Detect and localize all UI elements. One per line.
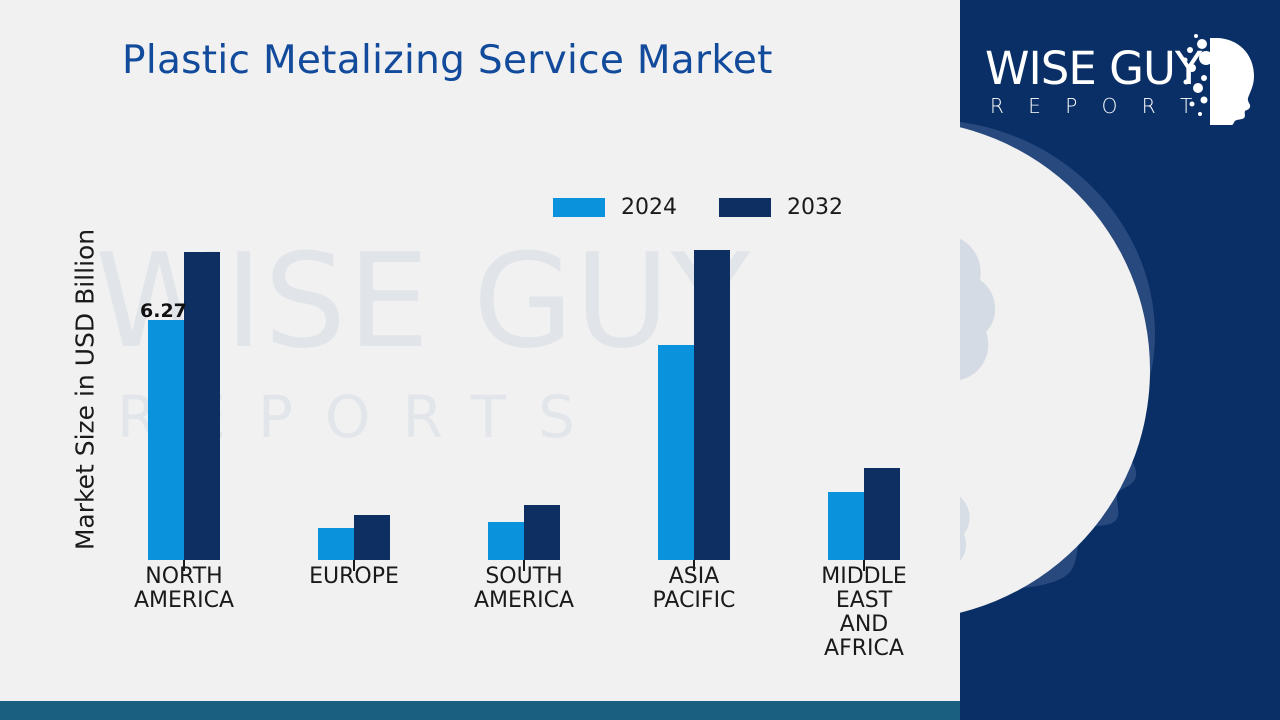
axis-tick <box>183 560 185 571</box>
category-label-line: AMERICA <box>473 588 575 613</box>
axis-tick <box>693 560 695 571</box>
category-label: MIDDLE EAST AND AFRICA <box>774 565 954 661</box>
legend-swatch-2024 <box>553 198 605 217</box>
category-label-line: AMERICA <box>133 588 235 613</box>
plot-area: NORTH AMERICA 6.27 EUROPE SOUTH AMERICA ASIA PA… <box>94 250 954 661</box>
axis-tick <box>523 560 525 571</box>
bar-group <box>658 250 730 560</box>
category-label-line: ASIA <box>668 564 720 589</box>
bar-group <box>828 468 900 560</box>
logo-wordmark-secondary: R E P O R T S <box>990 94 1239 118</box>
bar-2032[interactable] <box>864 468 900 560</box>
bar-2032[interactable] <box>694 250 730 560</box>
axis-tick <box>353 560 355 571</box>
category-label-line: NORTH <box>145 564 223 589</box>
category-label-line: EAST <box>835 588 893 613</box>
page-title: Plastic Metalizing Service Market <box>122 38 773 83</box>
logo-wordmark-primary: WISE GUY <box>985 42 1202 95</box>
bar-2024[interactable] <box>148 320 184 560</box>
bar-group <box>318 515 390 560</box>
category-label-line: EUROPE <box>309 564 399 589</box>
chart-legend: 2024 2032 <box>553 195 843 220</box>
bar-2024[interactable] <box>488 522 524 560</box>
bar-group <box>488 505 560 560</box>
footer-accent-strip <box>0 701 960 720</box>
category-label: NORTH AMERICA <box>94 565 274 613</box>
legend-swatch-2032 <box>719 198 771 217</box>
category-label-line: AND <box>839 612 889 637</box>
bar-2024[interactable] <box>828 492 864 560</box>
legend-item-2032: 2032 <box>719 195 843 220</box>
brand-logo: WISE GUY R E P O R T S <box>985 34 1260 126</box>
bar-group <box>148 252 220 560</box>
bar-2024[interactable] <box>658 345 694 560</box>
legend-label-2024: 2024 <box>621 195 677 220</box>
category-label: SOUTH AMERICA <box>434 565 614 613</box>
dot-network-brain-graphic <box>960 238 996 562</box>
legend-item-2024: 2024 <box>553 195 677 220</box>
category-label-line: MIDDLE <box>821 564 907 589</box>
category-label-line: AFRICA <box>824 636 904 661</box>
bar-2024[interactable] <box>318 528 354 560</box>
legend-label-2032: 2032 <box>787 195 843 220</box>
bar-2032[interactable] <box>184 252 220 560</box>
logo-head-profile-icon <box>1182 34 1254 125</box>
category-label: EUROPE <box>264 565 444 589</box>
category-label-line: SOUTH <box>485 564 563 589</box>
bar-2032[interactable] <box>354 515 390 560</box>
axis-tick <box>863 560 865 571</box>
category-label-line: PACIFIC <box>652 588 736 613</box>
category-label: ASIA PACIFIC <box>604 565 784 613</box>
bar-2032[interactable] <box>524 505 560 560</box>
bar-value-label: 6.27 <box>140 300 187 322</box>
